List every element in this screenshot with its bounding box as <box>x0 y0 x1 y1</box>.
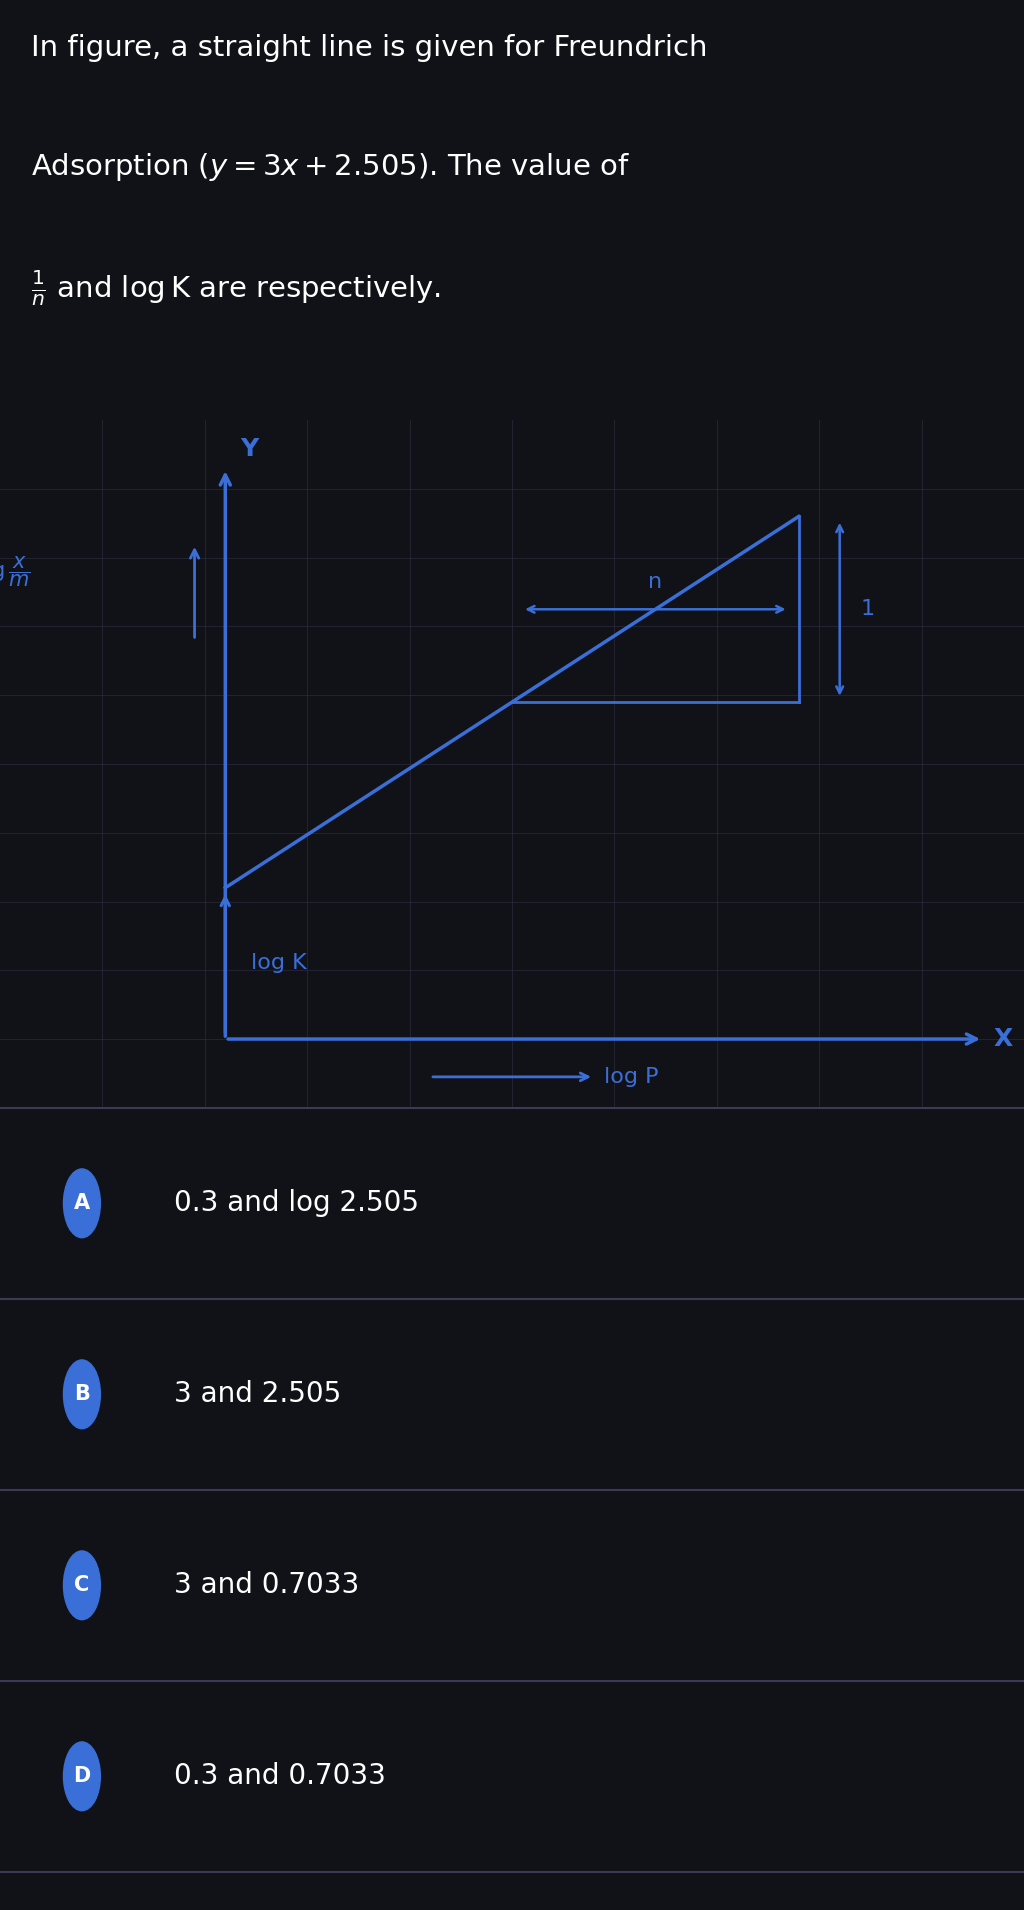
Text: Adsorption ($y = 3x + 2.505$). The value of: Adsorption ($y = 3x + 2.505$). The value… <box>31 151 630 183</box>
Text: B: B <box>74 1385 90 1404</box>
Text: log K: log K <box>251 953 306 974</box>
Text: $\log\dfrac{x}{m}$: $\log\dfrac{x}{m}$ <box>0 554 31 588</box>
Text: $\frac{1}{n}$ and $\log \mathrm{K}$ are respectively.: $\frac{1}{n}$ and $\log \mathrm{K}$ are … <box>31 269 440 308</box>
Text: A: A <box>74 1194 90 1213</box>
Text: In figure, a straight line is given for Freundrich: In figure, a straight line is given for … <box>31 34 708 61</box>
Text: 0.3 and log 2.505: 0.3 and log 2.505 <box>174 1190 419 1217</box>
Text: n: n <box>648 573 663 592</box>
Text: D: D <box>74 1767 90 1786</box>
Text: Y: Y <box>241 437 259 462</box>
Text: 3 and 2.505: 3 and 2.505 <box>174 1381 341 1408</box>
Text: log P: log P <box>604 1068 658 1087</box>
Text: 0.3 and 0.7033: 0.3 and 0.7033 <box>174 1763 386 1790</box>
Text: X: X <box>993 1028 1013 1051</box>
Text: C: C <box>75 1576 89 1595</box>
Text: 1: 1 <box>860 600 874 619</box>
Text: 3 and 0.7033: 3 and 0.7033 <box>174 1572 359 1599</box>
